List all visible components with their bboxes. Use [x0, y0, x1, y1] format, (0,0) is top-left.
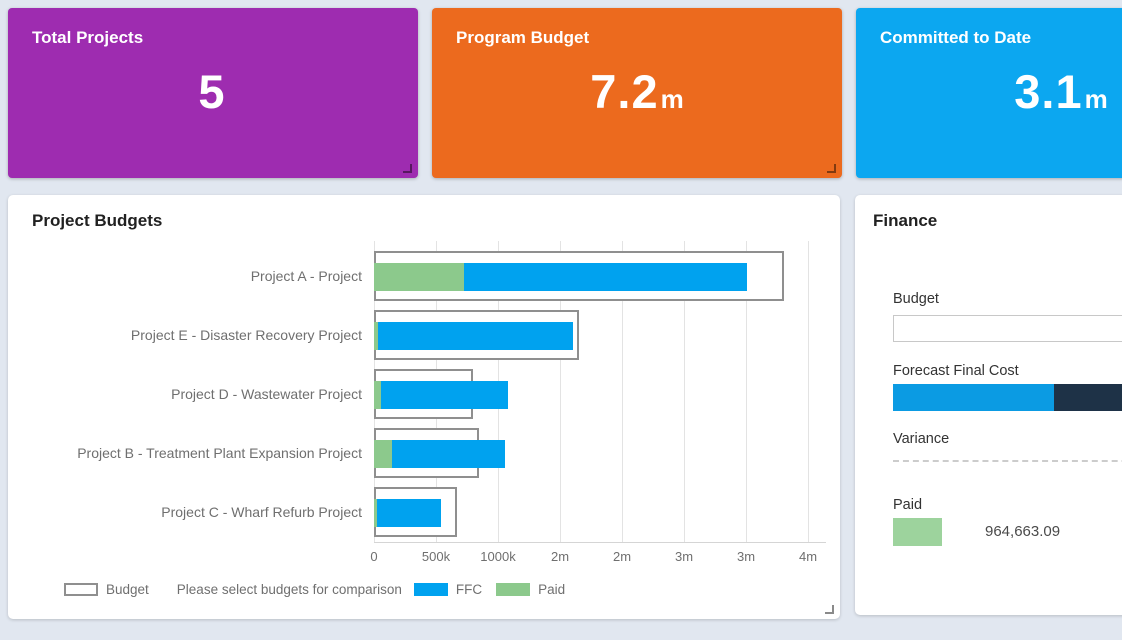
gridline	[808, 241, 809, 542]
kpi-card-title: Total Projects	[32, 28, 144, 47]
paid-bar-segment[interactable]	[374, 322, 378, 350]
x-tick-label: 3m	[736, 549, 756, 564]
kpi-card-value: 3.1	[1014, 65, 1083, 118]
gridline	[684, 241, 685, 542]
x-tick-label: 500k	[421, 549, 451, 564]
x-tick-label: 3m	[674, 549, 694, 564]
finance-ffc-label: Forecast Final Cost	[893, 363, 1019, 379]
chart-row-label: Project B - Treatment Plant Expansion Pr…	[77, 445, 362, 461]
kpi-card-total-projects[interactable]: Total Projects 5	[8, 8, 418, 178]
paid-legend-label: Paid	[538, 581, 566, 597]
kpi-card-value: 5	[198, 65, 226, 118]
finance-budget-label: Budget	[893, 291, 939, 307]
x-axis-line	[374, 542, 826, 543]
finance-budget-field[interactable]	[893, 315, 1122, 342]
finance-variance-label: Variance	[893, 431, 950, 447]
resize-handle-icon[interactable]	[403, 164, 412, 173]
stacked-bar	[374, 440, 505, 468]
ffc-bar-segment[interactable]	[377, 322, 574, 350]
x-tick-label: 0	[370, 549, 378, 564]
gridline	[622, 241, 623, 542]
x-tick-label: 1000k	[480, 549, 516, 564]
legend-item-paid[interactable]: Paid	[496, 582, 565, 597]
legend-item-budget[interactable]: Budget	[64, 582, 149, 597]
project-budgets-title: Project Budgets	[32, 211, 163, 230]
finance-ffc-bar-blue-segment	[893, 384, 1054, 411]
stacked-bar	[374, 381, 508, 409]
finance-paid-swatch	[893, 518, 942, 546]
ffc-bar-segment[interactable]	[391, 440, 505, 468]
kpi-card-title: Committed to Date	[880, 28, 1032, 47]
resize-handle-icon[interactable]	[827, 164, 836, 173]
budget-legend-label: Budget	[106, 581, 149, 597]
gridline	[746, 241, 747, 542]
gridline	[560, 241, 561, 542]
finance-panel: Finance Budget Forecast Final Cost Varia…	[855, 195, 1122, 615]
finance-paid-label: Paid	[893, 497, 923, 513]
finance-variance-dashed-line	[893, 460, 1122, 462]
paid-bar-segment[interactable]	[374, 499, 378, 527]
kpi-card-committed-to-date[interactable]: Committed to Date 3.1 m	[856, 8, 1122, 178]
kpi-card-value: 7.2	[590, 65, 659, 118]
project-budgets-panel: Project Budgets Project A - Project Proje…	[8, 195, 840, 619]
finance-ffc-bar-navy-segment	[1054, 384, 1122, 411]
kpi-card-value-suffix: m	[1084, 84, 1108, 114]
resize-handle-icon[interactable]	[825, 605, 834, 614]
chart-row-label: Project E - Disaster Recovery Project	[130, 327, 362, 343]
x-tick-label: 2m	[612, 549, 632, 564]
kpi-card-value-row: 3.1 m	[856, 64, 1122, 119]
project-budgets-chart: 0 500k 1000k 2m 2m 3m 3m 4m	[370, 241, 832, 564]
ffc-legend-label: FFC	[455, 581, 483, 597]
kpi-card-value-row: 7.2 m	[432, 64, 842, 119]
kpi-card-value-row: 5	[8, 64, 418, 119]
chart-row-label: Project D - Wastewater Project	[171, 386, 362, 402]
finance-title: Finance	[873, 211, 938, 230]
stacked-bar	[374, 499, 441, 527]
stacked-bar	[374, 263, 748, 291]
legend-notice-text: Please select budgets for comparison	[176, 581, 402, 597]
x-tick-label: 4m	[798, 549, 818, 564]
paid-legend-swatch	[496, 582, 531, 596]
ffc-bar-segment[interactable]	[463, 263, 748, 291]
ffc-bar-segment[interactable]	[380, 381, 508, 409]
x-tick-label: 2m	[550, 549, 570, 564]
chart-legend: Budget Please select budgets for compari…	[32, 579, 824, 599]
finance-ffc-bar	[893, 384, 1122, 411]
ffc-legend-swatch	[413, 582, 448, 596]
stacked-bar	[374, 322, 574, 350]
chart-row-label: Project C - Wharf Refurb Project	[161, 504, 362, 520]
paid-bar-segment[interactable]	[374, 263, 464, 291]
kpi-card-value-suffix: m	[660, 84, 684, 114]
paid-bar-segment[interactable]	[374, 381, 381, 409]
legend-item-ffc[interactable]: FFC	[413, 581, 483, 597]
kpi-card-title: Program Budget	[456, 28, 590, 47]
paid-bar-segment[interactable]	[374, 440, 392, 468]
finance-paid-value: 964,663.09	[985, 523, 1061, 540]
chart-row-label: Project A - Project	[250, 268, 362, 284]
budget-legend-swatch	[64, 582, 98, 596]
kpi-card-program-budget[interactable]: Program Budget 7.2 m	[432, 8, 842, 178]
ffc-bar-segment[interactable]	[377, 499, 441, 527]
